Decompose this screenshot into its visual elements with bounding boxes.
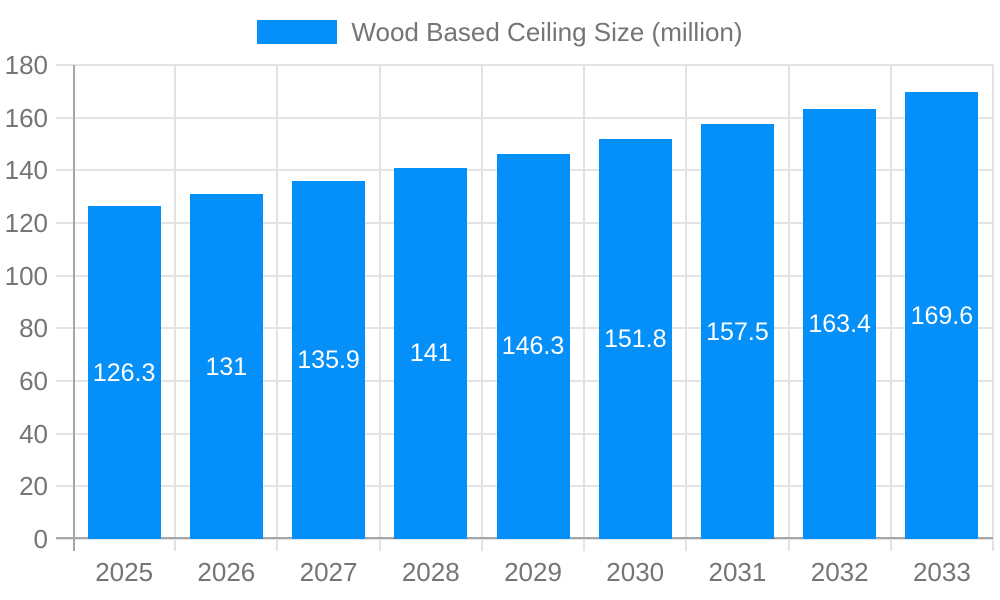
y-axis-tick-label: 20	[19, 471, 48, 502]
gridline-vertical	[480, 65, 483, 551]
bar-2031[interactable]	[700, 124, 774, 539]
gridline-vertical	[174, 65, 177, 551]
y-axis-tick-label: 160	[4, 102, 48, 133]
y-axis-tick-label: 100	[4, 260, 48, 291]
gridline-vertical	[583, 65, 586, 551]
gridline-horizontal	[56, 116, 993, 119]
gridline-vertical	[378, 65, 381, 551]
x-axis-tick-label: 2033	[912, 557, 971, 587]
x-axis-tick-label: 2028	[401, 557, 460, 587]
gridline-vertical	[889, 65, 892, 551]
bar-2029[interactable]	[496, 153, 570, 539]
y-axis-tick-label: 180	[4, 50, 48, 80]
bar-2026[interactable]	[189, 194, 263, 539]
x-axis-tick-label: 2026	[197, 557, 256, 587]
bar-2025[interactable]	[87, 206, 161, 539]
x-axis-tick-label: 2032	[810, 557, 869, 587]
gridline-vertical	[787, 65, 790, 551]
legend-swatch	[257, 20, 338, 44]
x-axis-tick-label: 2031	[708, 557, 767, 587]
bar-2030[interactable]	[598, 139, 672, 539]
x-axis-tick-label: 2029	[504, 557, 562, 587]
chart-legend[interactable]: Wood Based Ceiling Size (million)	[0, 19, 1000, 45]
gridline-vertical	[992, 65, 994, 551]
gridline-vertical	[685, 65, 688, 551]
bar-2033[interactable]	[905, 92, 979, 539]
y-axis-line	[73, 65, 75, 551]
y-axis-tick-label: 0	[33, 524, 48, 554]
y-axis-tick-label: 60	[19, 366, 48, 396]
y-axis-tick-label: 120	[4, 208, 48, 238]
legend-label: Wood Based Ceiling Size (million)	[351, 17, 743, 47]
y-axis-tick-label: 80	[19, 313, 48, 344]
plot-area: 0 20 40 60 80 100 120 140 160 180 126.3 2025 131 2026…	[5, 52, 994, 585]
bar-2032[interactable]	[803, 108, 877, 539]
bar-2028[interactable]	[394, 167, 468, 539]
gridline-horizontal	[56, 538, 993, 540]
bar-2027[interactable]	[292, 181, 366, 539]
y-axis-tick-label: 140	[4, 155, 48, 186]
y-axis-tick-label: 40	[19, 418, 48, 449]
gridline-horizontal	[56, 64, 993, 66]
x-axis-tick-label: 2027	[299, 557, 358, 587]
x-axis-tick-label: 2025	[95, 557, 154, 587]
x-axis-tick-label: 2030	[606, 557, 665, 587]
gridline-vertical	[276, 65, 279, 551]
